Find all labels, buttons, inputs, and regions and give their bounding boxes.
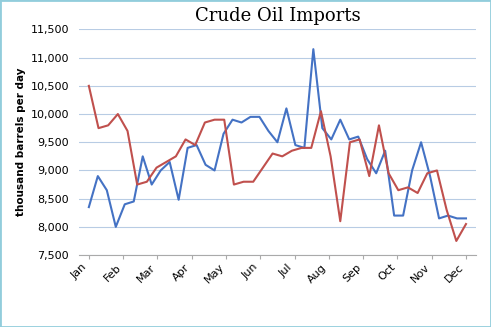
2009 [424, 171, 430, 175]
2010 [212, 168, 218, 172]
2009 [260, 166, 266, 170]
2009 [453, 239, 459, 243]
2009 [134, 182, 140, 186]
Title: Crude Oil Imports: Crude Oil Imports [194, 7, 360, 25]
2009 [241, 180, 246, 184]
2009 [376, 123, 382, 127]
2009 [337, 219, 343, 223]
2009 [115, 112, 121, 116]
2010 [400, 214, 406, 217]
2010 [436, 216, 442, 220]
2009 [250, 180, 256, 184]
2010 [220, 132, 226, 136]
2009 [415, 191, 421, 195]
2009 [105, 123, 111, 127]
2010 [409, 168, 415, 172]
2010 [355, 135, 361, 139]
2009 [183, 137, 189, 141]
2009 [212, 118, 218, 122]
2009 [356, 137, 362, 141]
2009 [289, 149, 295, 153]
2010 [266, 129, 272, 133]
2010 [185, 146, 191, 150]
Y-axis label: thousand barrels per day: thousand barrels per day [16, 68, 26, 216]
2009 [279, 154, 285, 158]
2009 [366, 174, 372, 178]
2010 [239, 121, 245, 125]
2009 [154, 166, 160, 170]
2010 [122, 202, 128, 206]
2010 [203, 163, 209, 167]
2010 [167, 160, 173, 164]
2009 [202, 121, 208, 125]
2009 [125, 129, 131, 133]
2010 [346, 137, 352, 141]
2009 [327, 154, 333, 158]
2010 [391, 214, 397, 217]
2010 [86, 205, 92, 209]
2010 [131, 199, 136, 203]
2010 [256, 115, 262, 119]
2010 [104, 188, 110, 192]
2010 [319, 126, 325, 130]
2010 [293, 143, 299, 147]
2010 [247, 115, 253, 119]
2009 [347, 140, 353, 144]
2009 [299, 146, 304, 150]
2009 [385, 171, 391, 175]
2009 [405, 185, 411, 189]
2009 [270, 152, 275, 156]
2010 [454, 216, 460, 220]
2010 [301, 146, 307, 150]
2009 [144, 180, 150, 184]
2010 [158, 168, 164, 172]
2009 [444, 208, 450, 212]
2010 [230, 118, 236, 122]
2010 [328, 137, 334, 141]
2010 [113, 225, 119, 229]
2010 [193, 143, 199, 147]
2009 [173, 154, 179, 158]
2010 [140, 154, 146, 158]
2010 [382, 149, 388, 153]
2010 [337, 118, 343, 122]
2009 [308, 146, 314, 150]
2009 [395, 188, 401, 192]
2009 [463, 222, 469, 226]
2010 [149, 182, 155, 186]
2010 [418, 140, 424, 144]
2010 [274, 140, 280, 144]
2010 [427, 174, 433, 178]
Line: 2010: 2010 [89, 49, 466, 227]
2010 [176, 198, 182, 202]
Line: 2009: 2009 [89, 86, 466, 241]
2010 [310, 47, 316, 51]
2010 [373, 171, 379, 175]
2009 [434, 168, 440, 172]
2009 [192, 143, 198, 147]
2009 [96, 126, 102, 130]
2010 [463, 216, 469, 220]
2010 [283, 107, 289, 111]
2009 [164, 160, 169, 164]
2009 [221, 118, 227, 122]
2010 [95, 174, 101, 178]
2010 [445, 214, 451, 217]
2009 [231, 182, 237, 186]
2009 [318, 109, 324, 113]
2010 [364, 157, 370, 161]
2009 [86, 84, 92, 88]
